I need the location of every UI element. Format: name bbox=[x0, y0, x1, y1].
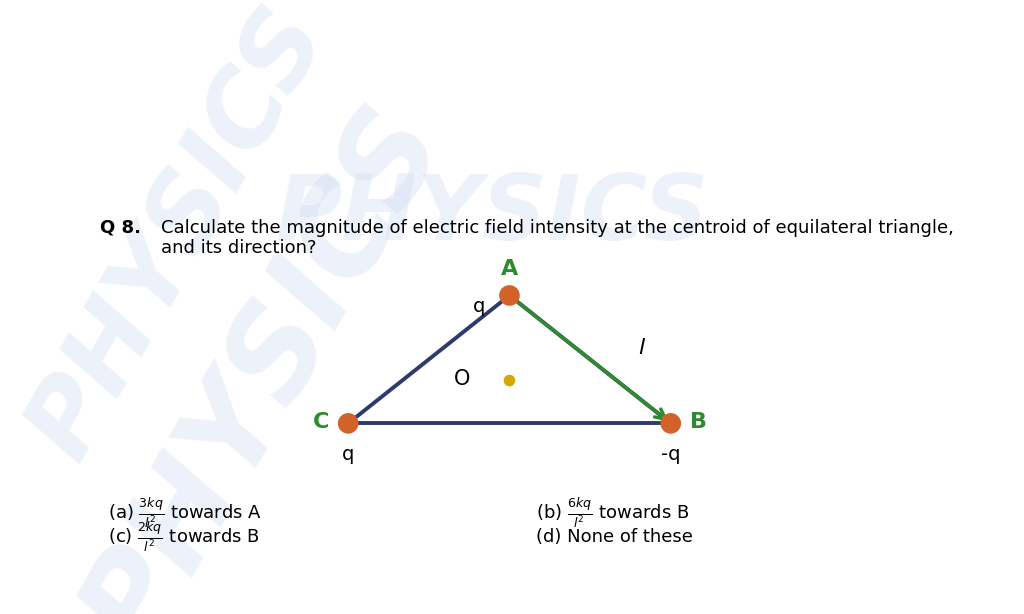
Text: (a) $\frac{3kq}{l^2}$ towards A: (a) $\frac{3kq}{l^2}$ towards A bbox=[109, 496, 262, 530]
Point bbox=[340, 419, 356, 429]
Text: (b) $\frac{6kq}{l^2}$ towards B: (b) $\frac{6kq}{l^2}$ towards B bbox=[536, 496, 689, 530]
Text: PHYSICS: PHYSICS bbox=[62, 89, 468, 614]
Text: (d) None of these: (d) None of these bbox=[536, 527, 692, 546]
Text: Q 8.: Q 8. bbox=[99, 219, 140, 236]
Text: C: C bbox=[312, 411, 329, 432]
Text: O: O bbox=[454, 369, 470, 389]
Text: B: B bbox=[690, 411, 707, 432]
Point bbox=[502, 376, 518, 386]
Text: q: q bbox=[473, 297, 485, 316]
Text: Calculate the magnitude of electric field intensity at the centroid of equilater: Calculate the magnitude of electric fiel… bbox=[161, 219, 953, 257]
Text: l: l bbox=[638, 338, 644, 359]
Text: PHYSICS: PHYSICS bbox=[9, 0, 347, 475]
Text: (c) $\frac{2kq}{l^2}$ towards B: (c) $\frac{2kq}{l^2}$ towards B bbox=[109, 519, 260, 554]
Point bbox=[663, 419, 679, 429]
Text: q: q bbox=[342, 445, 354, 464]
Point bbox=[502, 290, 518, 300]
Text: -q: -q bbox=[662, 445, 681, 464]
Text: A: A bbox=[501, 259, 518, 279]
Text: PHYSICS: PHYSICS bbox=[275, 171, 709, 259]
